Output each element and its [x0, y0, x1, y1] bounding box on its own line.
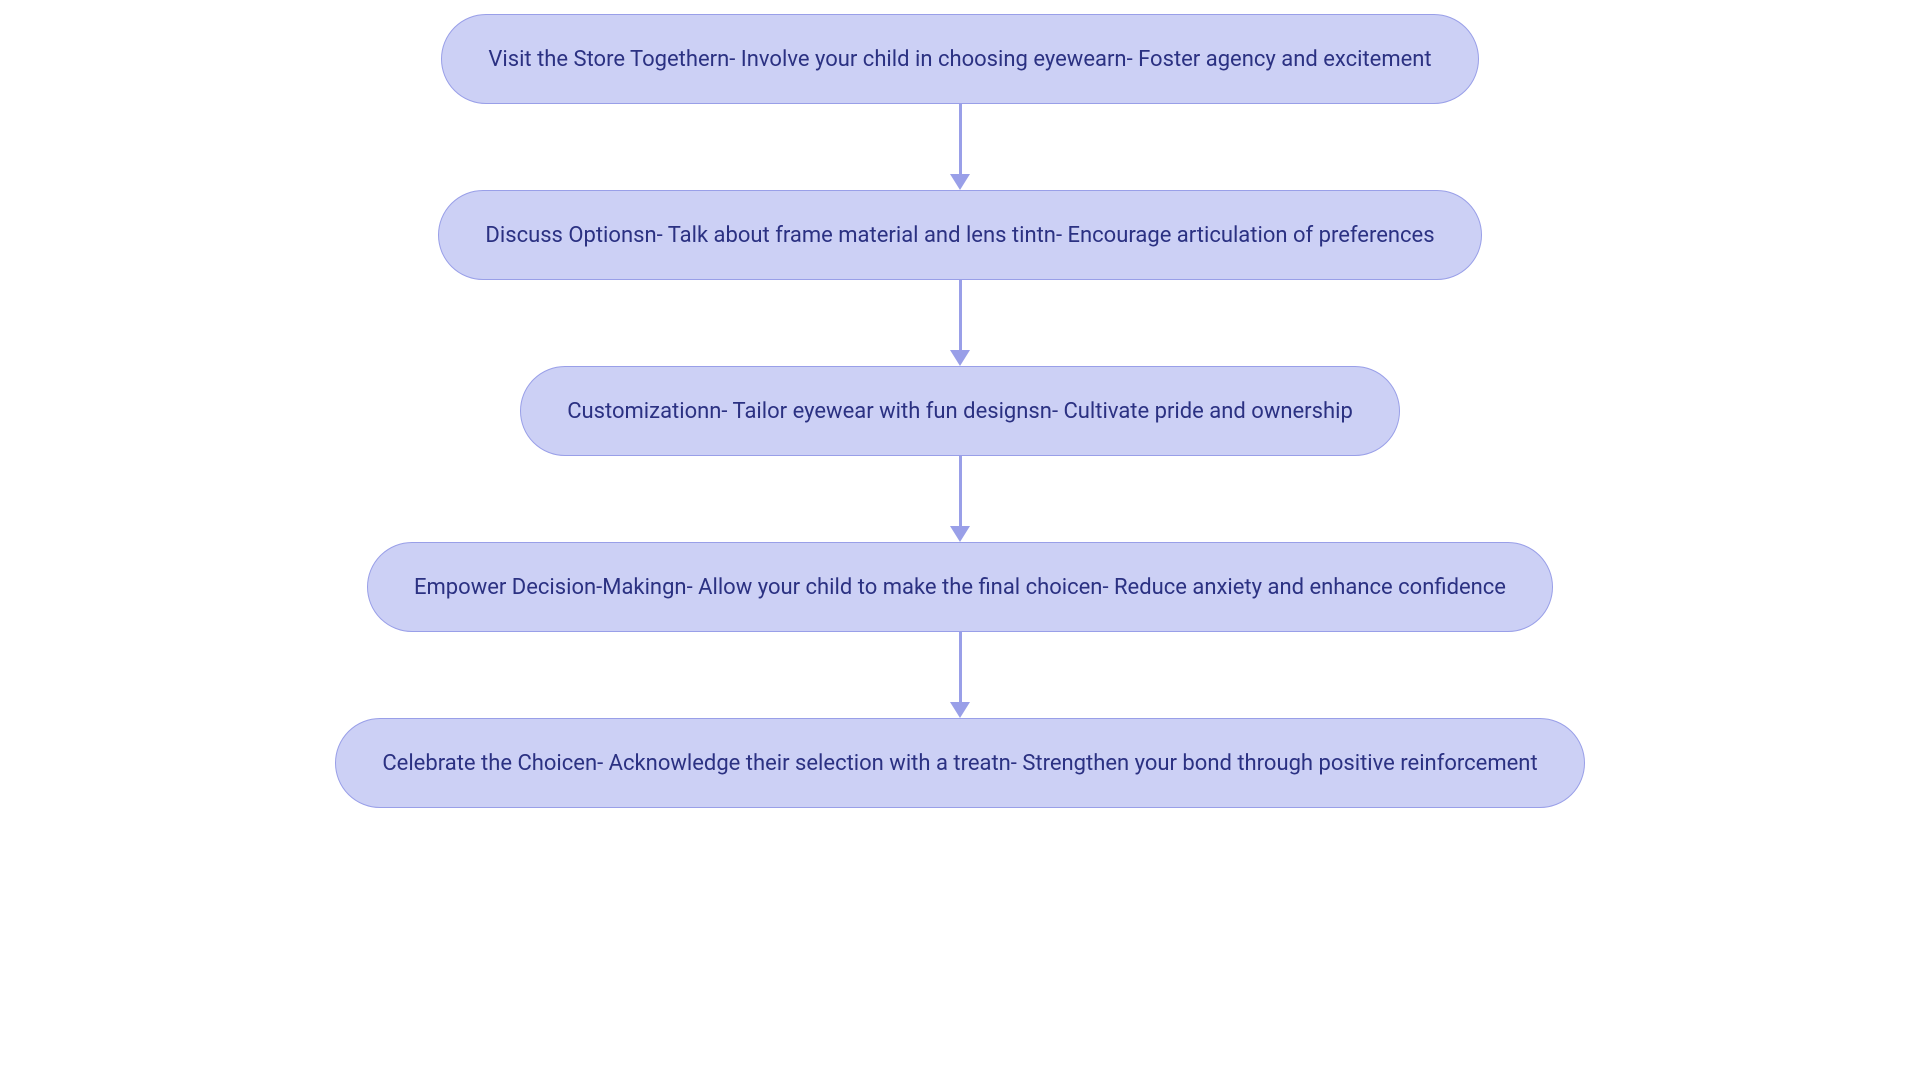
flow-node-label: Empower Decision-Makingn- Allow your chi…: [414, 575, 1506, 600]
flow-node-label: Celebrate the Choicen- Acknowledge their…: [382, 751, 1537, 776]
flow-node-n1: Visit the Store Togethern- Involve your …: [441, 14, 1478, 104]
flow-node-n4: Empower Decision-Makingn- Allow your chi…: [367, 542, 1553, 632]
arrow-head-icon: [950, 702, 970, 718]
arrow-head-icon: [950, 174, 970, 190]
flow-arrow-0: [950, 104, 970, 190]
flow-node-n5: Celebrate the Choicen- Acknowledge their…: [335, 718, 1584, 808]
flow-node-n3: Customizationn- Tailor eyewear with fun …: [520, 366, 1400, 456]
flow-node-label: Visit the Store Togethern- Involve your …: [488, 47, 1431, 72]
flow-node-label: Customizationn- Tailor eyewear with fun …: [567, 399, 1353, 424]
flowchart-container: Visit the Store Togethern- Involve your …: [0, 14, 1920, 808]
arrow-line: [959, 632, 962, 702]
arrow-head-icon: [950, 350, 970, 366]
arrow-line: [959, 104, 962, 174]
flow-arrow-1: [950, 280, 970, 366]
flow-node-n2: Discuss Optionsn- Talk about frame mater…: [438, 190, 1481, 280]
flow-arrow-3: [950, 632, 970, 718]
flow-node-label: Discuss Optionsn- Talk about frame mater…: [485, 223, 1434, 248]
flow-arrow-2: [950, 456, 970, 542]
arrow-head-icon: [950, 526, 970, 542]
arrow-line: [959, 280, 962, 350]
arrow-line: [959, 456, 962, 526]
